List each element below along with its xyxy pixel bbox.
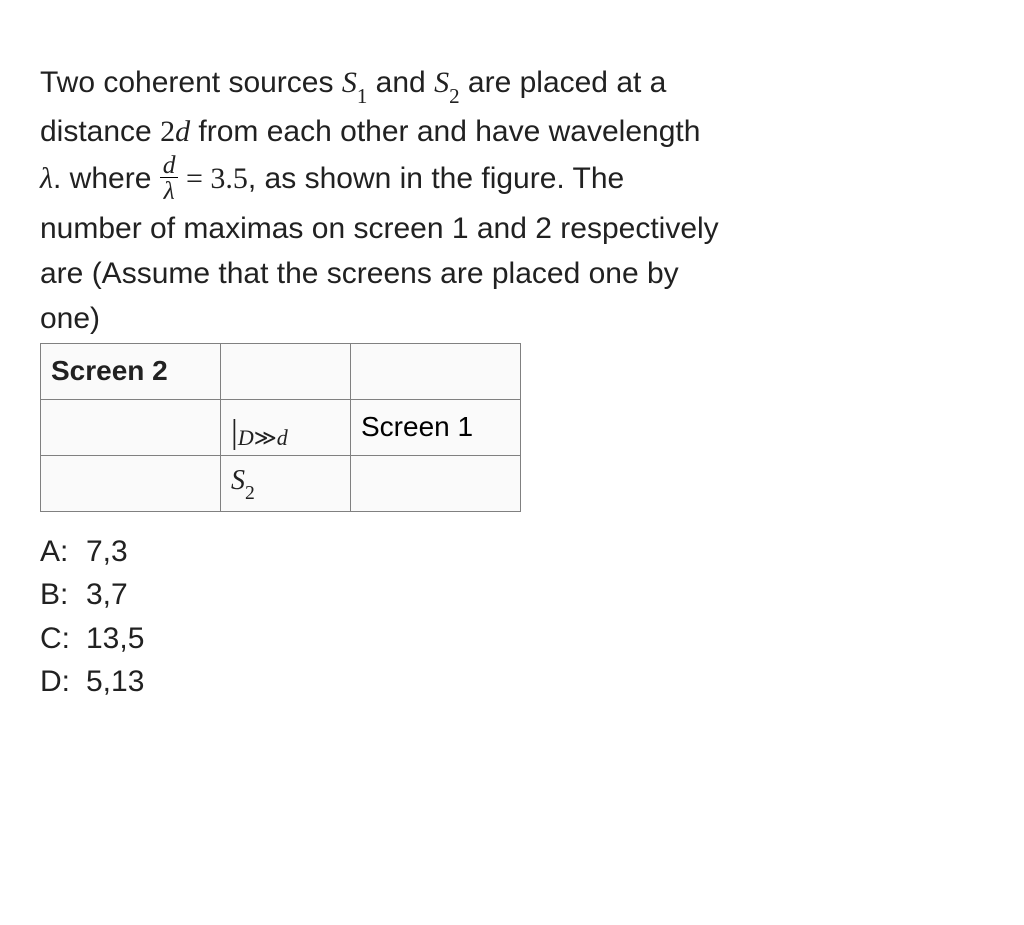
table-row: S2 (41, 455, 521, 511)
q-frag: . where (53, 161, 160, 194)
cell-s2: S2 (221, 455, 351, 511)
ratio-val: 3.5 (210, 161, 248, 194)
cell-empty (351, 455, 521, 511)
cell-empty (351, 343, 521, 399)
option-value: 5,13 (86, 660, 144, 704)
q-frag: , as shown in the figure. The (248, 161, 624, 194)
cell-screen2: Screen 2 (41, 343, 221, 399)
option-value: 13,5 (86, 617, 144, 661)
option-c[interactable]: C: 13,5 (40, 617, 984, 661)
option-label: B: (40, 573, 78, 617)
q-frag: distance (40, 115, 160, 148)
table-row: |D≫d Screen 1 (41, 399, 521, 455)
option-b[interactable]: B: 3,7 (40, 573, 984, 617)
cell-d-gg-d: |D≫d (221, 399, 351, 455)
question-text: Two coherent sources S1 and S2 are place… (40, 60, 984, 341)
cell-empty (41, 399, 221, 455)
option-label: D: (40, 660, 78, 704)
eq-sign: = (178, 161, 210, 194)
var-lambda: λ (40, 161, 53, 194)
coef-2: 2 (160, 115, 175, 148)
cell-empty (41, 455, 221, 511)
option-d[interactable]: D: 5,13 (40, 660, 984, 704)
var-d: d (175, 115, 190, 148)
table-row: Screen 2 (41, 343, 521, 399)
option-label: A: (40, 530, 78, 574)
q-frag: from each other and have wavelength (190, 115, 700, 148)
q-frag: one) (40, 302, 100, 335)
var-s1: S1 (342, 66, 368, 99)
q-frag: Two coherent sources (40, 66, 342, 99)
option-a[interactable]: A: 7,3 (40, 530, 984, 574)
cell-empty (221, 343, 351, 399)
q-frag: and (367, 66, 434, 99)
diagram-table: Screen 2 |D≫d Screen 1 S2 (40, 343, 521, 512)
answer-options: A: 7,3 B: 3,7 C: 13,5 D: 5,13 (40, 530, 984, 704)
q-frag: are placed at a (460, 66, 667, 99)
fraction-d-lambda: dλ (160, 152, 179, 204)
option-value: 3,7 (86, 573, 128, 617)
q-frag: are (Assume that the screens are placed … (40, 257, 679, 290)
var-s2: S2 (434, 66, 460, 99)
q-frag: number of maximas on screen 1 and 2 resp… (40, 212, 719, 245)
cell-screen1: Screen 1 (351, 399, 521, 455)
option-label: C: (40, 617, 78, 661)
option-value: 7,3 (86, 530, 128, 574)
